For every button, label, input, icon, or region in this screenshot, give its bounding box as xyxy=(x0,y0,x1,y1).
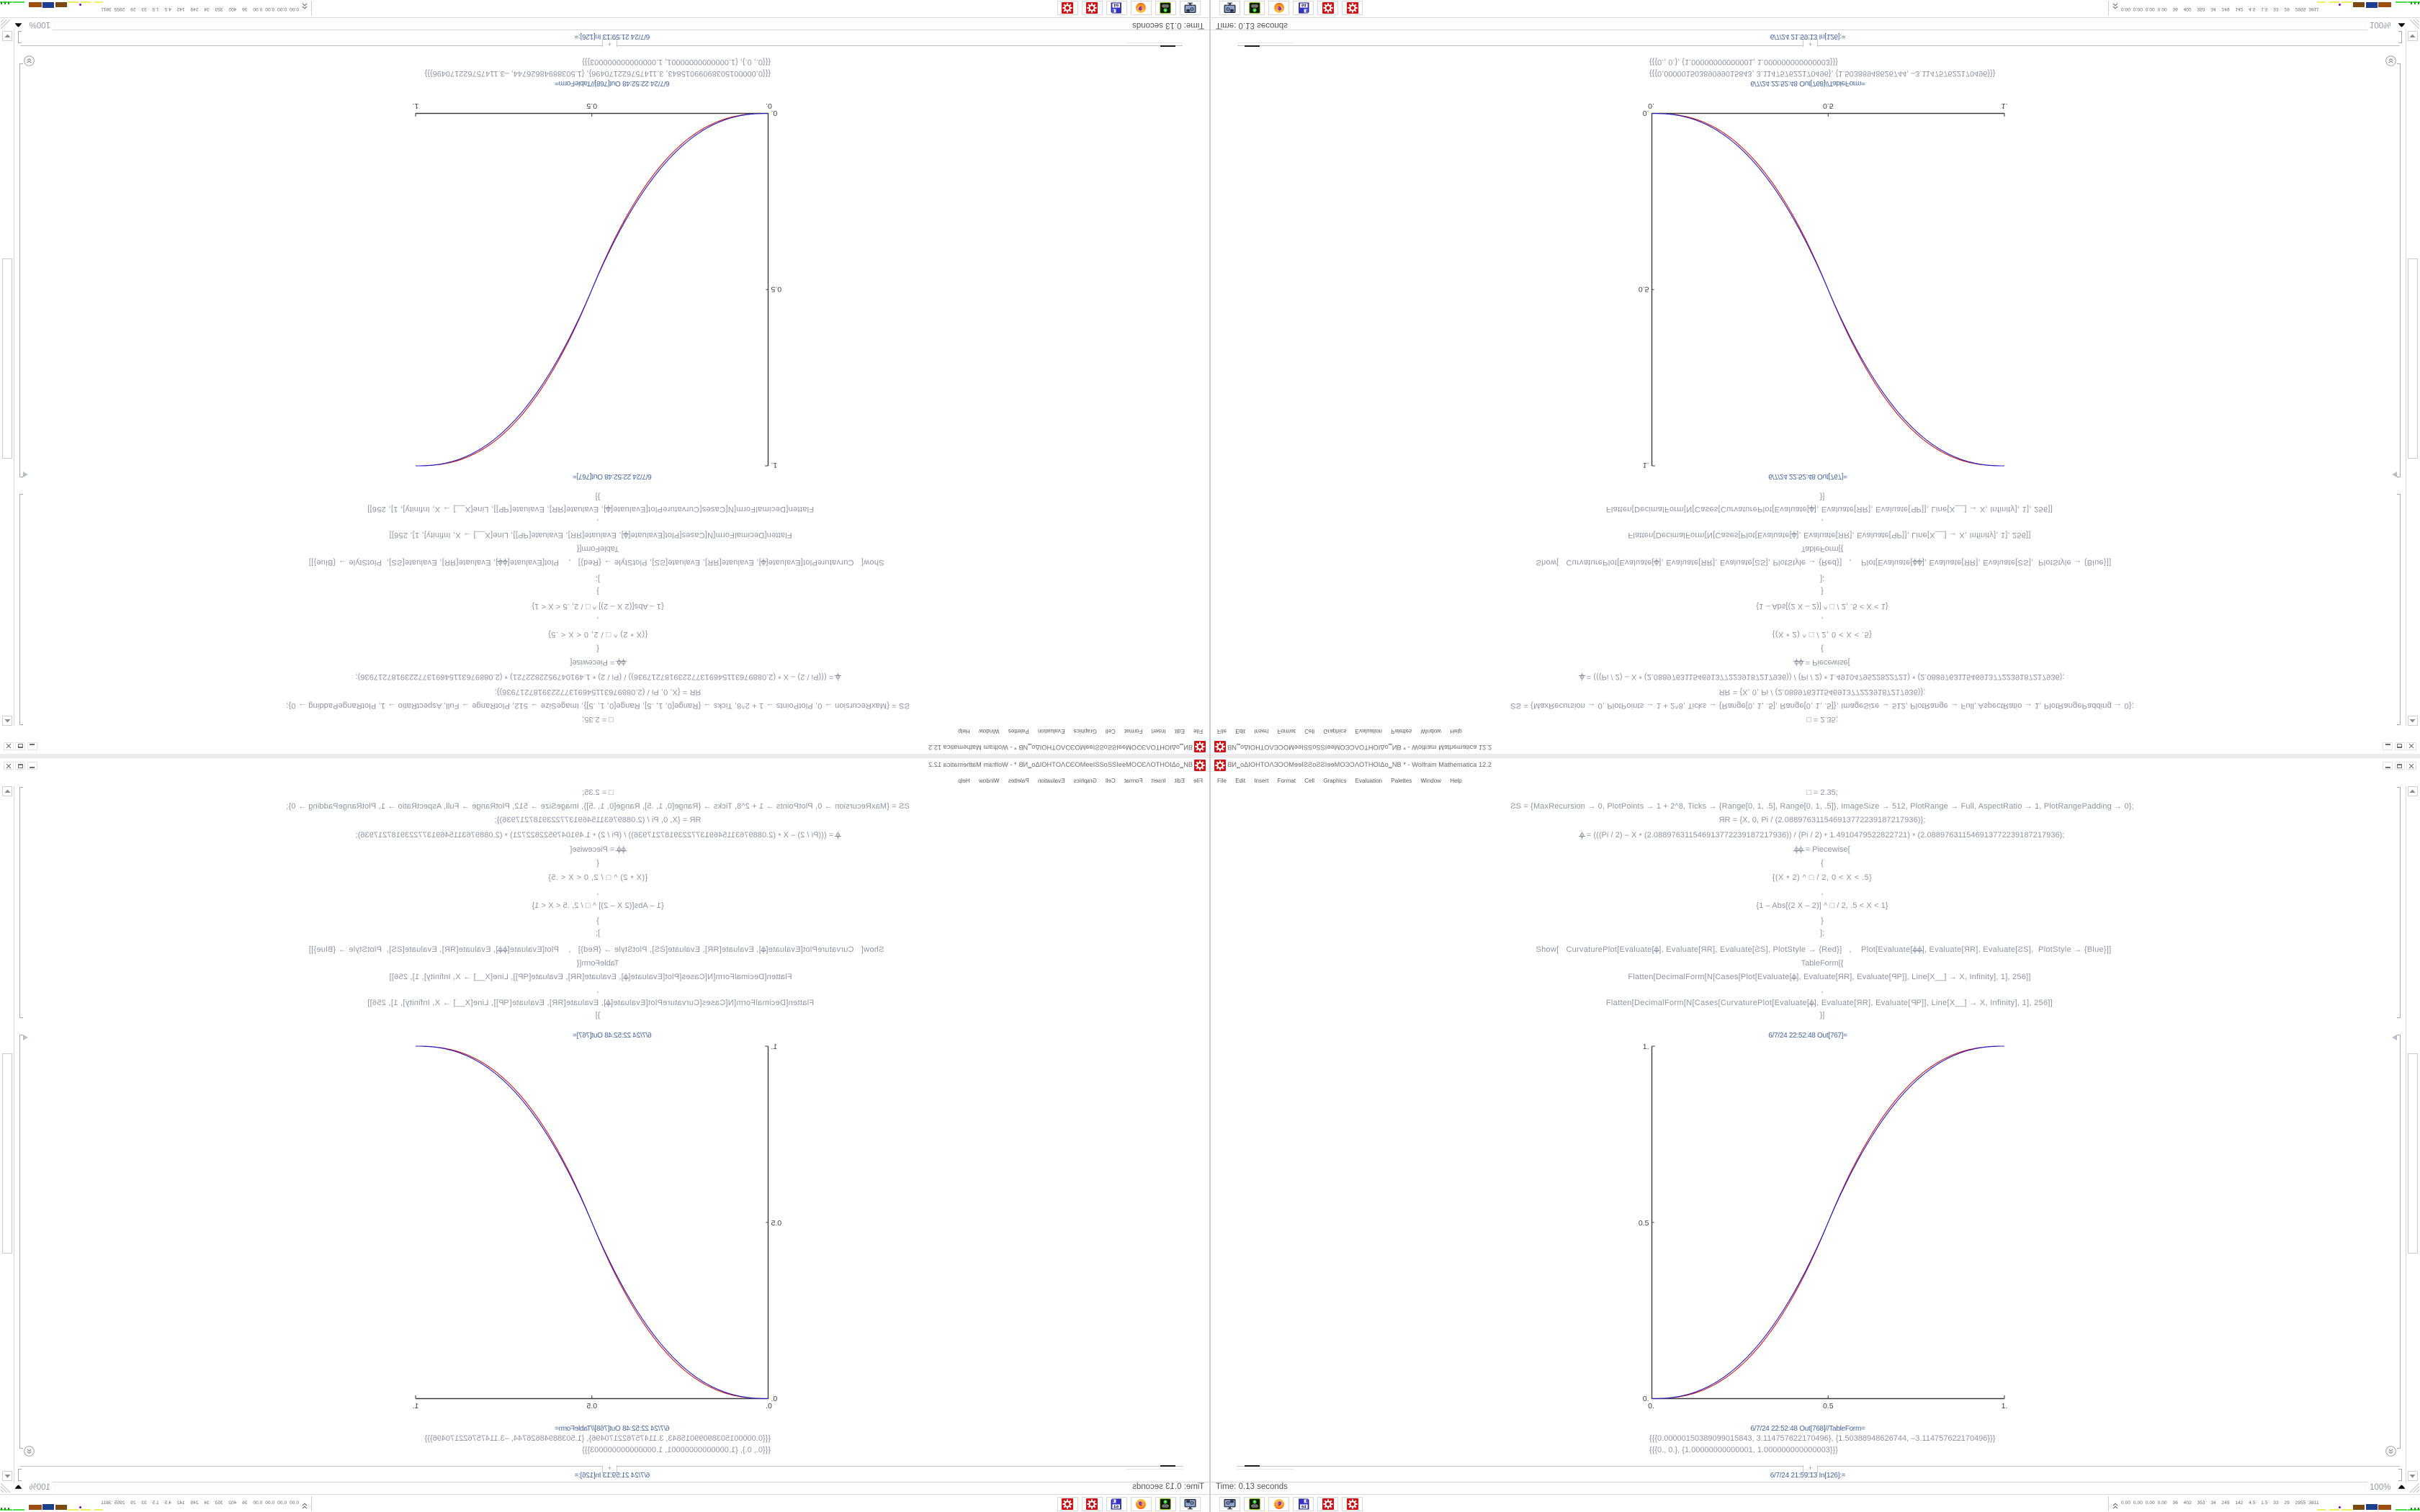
svg-text:0.5: 0.5 xyxy=(586,1402,597,1410)
svg-text:1.: 1. xyxy=(771,1043,778,1051)
svg-text:0.5: 0.5 xyxy=(771,1219,781,1228)
svg-text:0.5: 0.5 xyxy=(771,284,781,293)
svg-text:0.: 0. xyxy=(1648,1402,1654,1410)
svg-text:0.: 0. xyxy=(1648,102,1654,110)
svg-text:0.5: 0.5 xyxy=(1823,1402,1834,1410)
svg-text:0.: 0. xyxy=(771,109,778,117)
svg-text:0.: 0. xyxy=(1643,1395,1649,1403)
svg-text:0.: 0. xyxy=(771,1395,778,1403)
svg-text:0.: 0. xyxy=(766,102,772,110)
svg-text:0.5: 0.5 xyxy=(1639,1219,1649,1228)
svg-text:1.: 1. xyxy=(1643,1043,1649,1051)
svg-text:0.5: 0.5 xyxy=(1639,284,1649,293)
svg-text:1.: 1. xyxy=(2002,102,2008,110)
svg-text:64: 64 xyxy=(1301,1506,1307,1510)
svg-text:1.: 1. xyxy=(771,461,778,469)
svg-text:0.: 0. xyxy=(1643,109,1649,117)
svg-text:1.: 1. xyxy=(413,1402,419,1410)
svg-text:1.: 1. xyxy=(413,102,419,110)
svg-text:0.5: 0.5 xyxy=(586,102,597,110)
svg-text:64: 64 xyxy=(1113,1506,1119,1510)
svg-text:1.: 1. xyxy=(2002,1402,2008,1410)
svg-text:64: 64 xyxy=(1113,2,1119,6)
svg-text:1.: 1. xyxy=(1643,461,1649,469)
svg-text:0.5: 0.5 xyxy=(1823,102,1834,110)
svg-text:0.: 0. xyxy=(766,1402,772,1410)
svg-text:64: 64 xyxy=(1301,2,1307,6)
